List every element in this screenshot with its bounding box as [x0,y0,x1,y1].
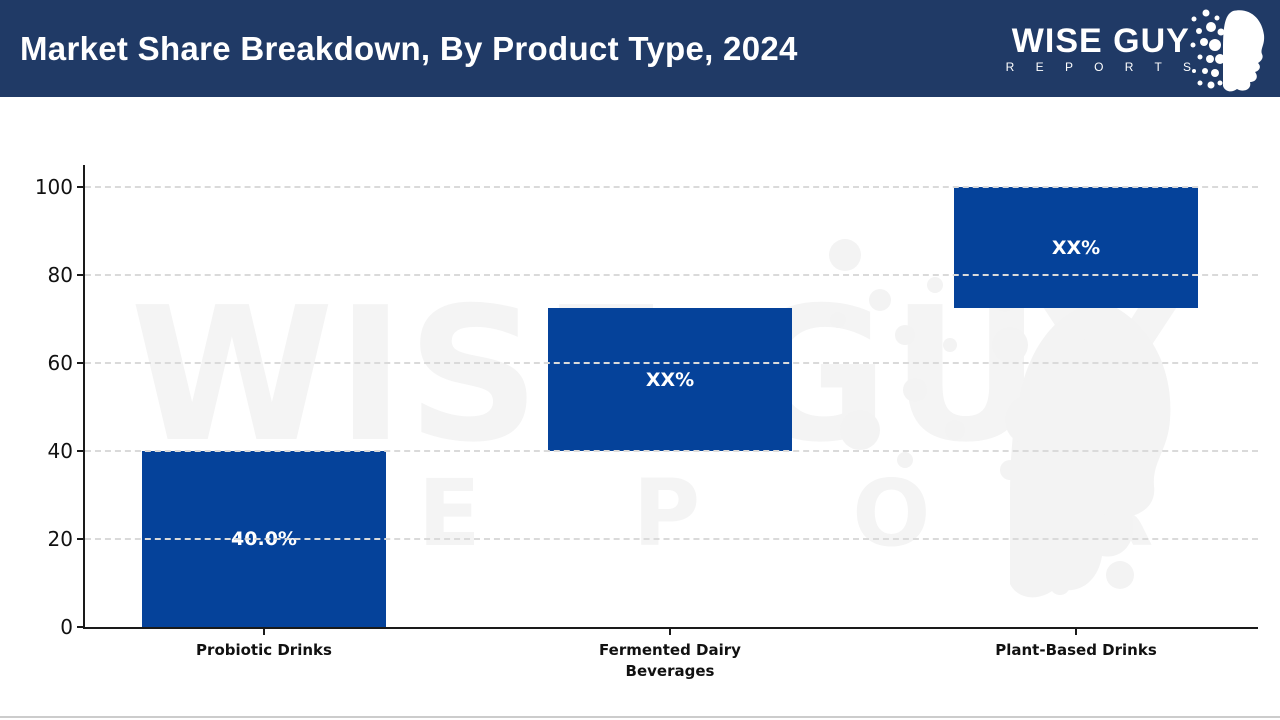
logo-wordmark: WISE GUY [1011,21,1190,60]
page-title: Market Share Breakdown, By Product Type,… [20,29,798,67]
gridline-40 [85,450,1258,452]
bar-value-label-2: XX% [645,368,695,391]
y-tick-60 [77,362,85,364]
x-tick-2 [669,627,671,635]
gridline-100 [85,186,1258,188]
wiseguy-logo-text: WISE GUY R E P O R T S [1002,21,1200,75]
x-category-label-1: Probiotic Drinks [196,641,332,659]
x-category-label-3: Plant-Based Drinks [995,641,1157,659]
bottom-divider [0,716,1280,718]
y-axis-line [83,165,85,629]
wiseguy-logo: WISE GUY R E P O R T S [1002,4,1270,94]
y-tick-100 [77,186,85,188]
y-tick-0 [77,626,85,628]
y-tick-label-40: 40 [47,439,73,463]
wiseguy-face-icon [1190,9,1265,92]
y-tick-label-80: 80 [47,263,73,287]
x-tick-1 [263,627,265,635]
y-tick-label-100: 100 [34,175,73,199]
bar-2: XX% [548,308,792,451]
y-tick-label-60: 60 [47,351,73,375]
gridline-60 [85,362,1258,364]
y-tick-20 [77,538,85,540]
x-tick-3 [1075,627,1077,635]
y-tick-40 [77,450,85,452]
y-tick-80 [77,274,85,276]
y-tick-label-20: 20 [47,527,73,551]
logo-subtitle: R E P O R T S [1005,60,1200,75]
x-category-label-2: Fermented Dairy Beverages [599,641,741,680]
header-band: Market Share Breakdown, By Product Type,… [0,0,1280,97]
gridline-20 [85,538,1258,540]
gridline-80 [85,274,1258,276]
bar-value-label-3: XX% [1051,236,1101,259]
bar-3: XX% [954,187,1198,308]
y-tick-label-0: 0 [60,615,73,639]
watermark-face-dots [829,239,1171,598]
